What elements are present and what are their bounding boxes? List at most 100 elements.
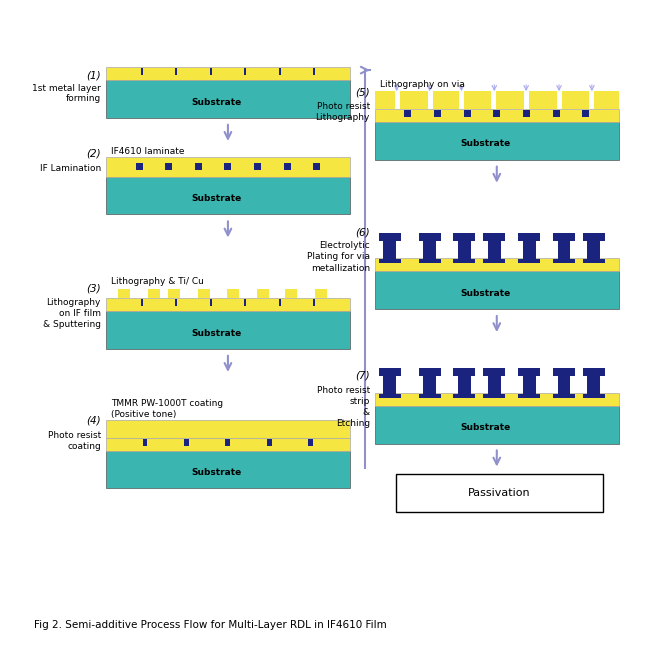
Text: Lithography & Ti/ Cu: Lithography & Ti/ Cu bbox=[111, 277, 204, 286]
Text: Substrate: Substrate bbox=[461, 139, 510, 148]
Text: (5): (5) bbox=[355, 87, 370, 97]
FancyBboxPatch shape bbox=[106, 80, 350, 118]
Text: Substrate: Substrate bbox=[192, 194, 241, 203]
FancyBboxPatch shape bbox=[419, 260, 441, 264]
FancyBboxPatch shape bbox=[375, 122, 619, 160]
FancyBboxPatch shape bbox=[314, 163, 320, 170]
FancyBboxPatch shape bbox=[224, 163, 232, 170]
FancyBboxPatch shape bbox=[583, 260, 605, 264]
FancyBboxPatch shape bbox=[375, 392, 619, 406]
FancyBboxPatch shape bbox=[314, 299, 316, 306]
FancyBboxPatch shape bbox=[464, 91, 491, 109]
FancyBboxPatch shape bbox=[142, 438, 148, 446]
FancyBboxPatch shape bbox=[453, 260, 476, 264]
FancyBboxPatch shape bbox=[587, 368, 600, 394]
FancyBboxPatch shape bbox=[483, 368, 505, 376]
FancyBboxPatch shape bbox=[582, 110, 589, 117]
FancyBboxPatch shape bbox=[432, 91, 459, 109]
FancyBboxPatch shape bbox=[419, 394, 441, 398]
FancyBboxPatch shape bbox=[423, 368, 436, 394]
FancyBboxPatch shape bbox=[419, 234, 441, 242]
FancyBboxPatch shape bbox=[175, 299, 177, 306]
FancyBboxPatch shape bbox=[518, 394, 540, 398]
FancyBboxPatch shape bbox=[552, 110, 560, 117]
Text: Lithography on via: Lithography on via bbox=[380, 80, 464, 89]
Text: Photo resist
Lithography: Photo resist Lithography bbox=[316, 102, 370, 122]
FancyBboxPatch shape bbox=[267, 438, 272, 446]
FancyBboxPatch shape bbox=[518, 260, 540, 264]
FancyBboxPatch shape bbox=[195, 163, 202, 170]
FancyBboxPatch shape bbox=[483, 394, 505, 398]
FancyBboxPatch shape bbox=[553, 368, 575, 376]
FancyBboxPatch shape bbox=[254, 163, 261, 170]
FancyBboxPatch shape bbox=[283, 163, 291, 170]
FancyBboxPatch shape bbox=[396, 474, 603, 512]
FancyBboxPatch shape bbox=[106, 438, 350, 450]
FancyBboxPatch shape bbox=[583, 368, 605, 376]
FancyBboxPatch shape bbox=[405, 110, 411, 117]
FancyBboxPatch shape bbox=[375, 91, 395, 109]
FancyBboxPatch shape bbox=[106, 67, 350, 80]
FancyBboxPatch shape bbox=[488, 368, 501, 394]
FancyBboxPatch shape bbox=[493, 110, 501, 117]
FancyBboxPatch shape bbox=[383, 234, 396, 260]
FancyBboxPatch shape bbox=[168, 290, 180, 298]
Text: 1st metal layer
forming: 1st metal layer forming bbox=[32, 84, 101, 104]
FancyBboxPatch shape bbox=[226, 438, 230, 446]
FancyBboxPatch shape bbox=[379, 394, 401, 398]
FancyBboxPatch shape bbox=[244, 299, 246, 306]
FancyBboxPatch shape bbox=[257, 290, 269, 298]
FancyBboxPatch shape bbox=[175, 68, 177, 75]
Text: Photo resist
strip
&
Etching: Photo resist strip & Etching bbox=[317, 386, 370, 428]
Text: Substrate: Substrate bbox=[192, 329, 241, 337]
FancyBboxPatch shape bbox=[148, 290, 159, 298]
FancyBboxPatch shape bbox=[106, 177, 350, 214]
FancyBboxPatch shape bbox=[308, 438, 314, 446]
FancyBboxPatch shape bbox=[379, 234, 401, 242]
FancyBboxPatch shape bbox=[279, 299, 281, 306]
FancyBboxPatch shape bbox=[165, 163, 172, 170]
FancyBboxPatch shape bbox=[488, 234, 501, 260]
Text: Photo resist
coating: Photo resist coating bbox=[48, 430, 101, 451]
FancyBboxPatch shape bbox=[434, 110, 441, 117]
Text: TMMR PW-1000T coating
(Positive tone): TMMR PW-1000T coating (Positive tone) bbox=[111, 399, 223, 418]
Text: Substrate: Substrate bbox=[461, 289, 510, 297]
FancyBboxPatch shape bbox=[375, 258, 619, 272]
FancyBboxPatch shape bbox=[518, 368, 540, 376]
FancyBboxPatch shape bbox=[197, 290, 209, 298]
FancyBboxPatch shape bbox=[529, 91, 557, 109]
FancyBboxPatch shape bbox=[244, 68, 246, 75]
Text: (3): (3) bbox=[87, 284, 101, 293]
FancyBboxPatch shape bbox=[118, 290, 130, 298]
FancyBboxPatch shape bbox=[210, 299, 212, 306]
FancyBboxPatch shape bbox=[587, 234, 600, 260]
Text: (2): (2) bbox=[87, 149, 101, 159]
Text: Fig 2. Semi-additive Process Flow for Multi-Layer RDL in IF4610 Film: Fig 2. Semi-additive Process Flow for Mu… bbox=[34, 620, 387, 629]
Text: Substrate: Substrate bbox=[192, 468, 241, 477]
FancyBboxPatch shape bbox=[279, 68, 281, 75]
FancyBboxPatch shape bbox=[228, 290, 239, 298]
FancyBboxPatch shape bbox=[383, 368, 396, 394]
FancyBboxPatch shape bbox=[594, 91, 619, 109]
FancyBboxPatch shape bbox=[583, 234, 605, 242]
FancyBboxPatch shape bbox=[375, 406, 619, 444]
FancyBboxPatch shape bbox=[553, 394, 575, 398]
Text: (4): (4) bbox=[87, 416, 101, 426]
Text: IF4610 laminate: IF4610 laminate bbox=[111, 147, 184, 156]
FancyBboxPatch shape bbox=[400, 91, 428, 109]
FancyBboxPatch shape bbox=[106, 450, 350, 488]
FancyBboxPatch shape bbox=[375, 272, 619, 309]
FancyBboxPatch shape bbox=[375, 109, 619, 122]
Text: (6): (6) bbox=[355, 228, 370, 238]
Text: Lithography
on IF film
& Sputtering: Lithography on IF film & Sputtering bbox=[43, 298, 101, 329]
FancyBboxPatch shape bbox=[140, 68, 142, 75]
FancyBboxPatch shape bbox=[210, 68, 212, 75]
FancyBboxPatch shape bbox=[453, 368, 476, 376]
FancyBboxPatch shape bbox=[379, 368, 401, 376]
FancyBboxPatch shape bbox=[106, 311, 350, 349]
FancyBboxPatch shape bbox=[285, 290, 297, 298]
FancyBboxPatch shape bbox=[423, 234, 436, 260]
FancyBboxPatch shape bbox=[497, 91, 524, 109]
FancyBboxPatch shape bbox=[562, 91, 589, 109]
Text: Passivation: Passivation bbox=[468, 488, 531, 498]
